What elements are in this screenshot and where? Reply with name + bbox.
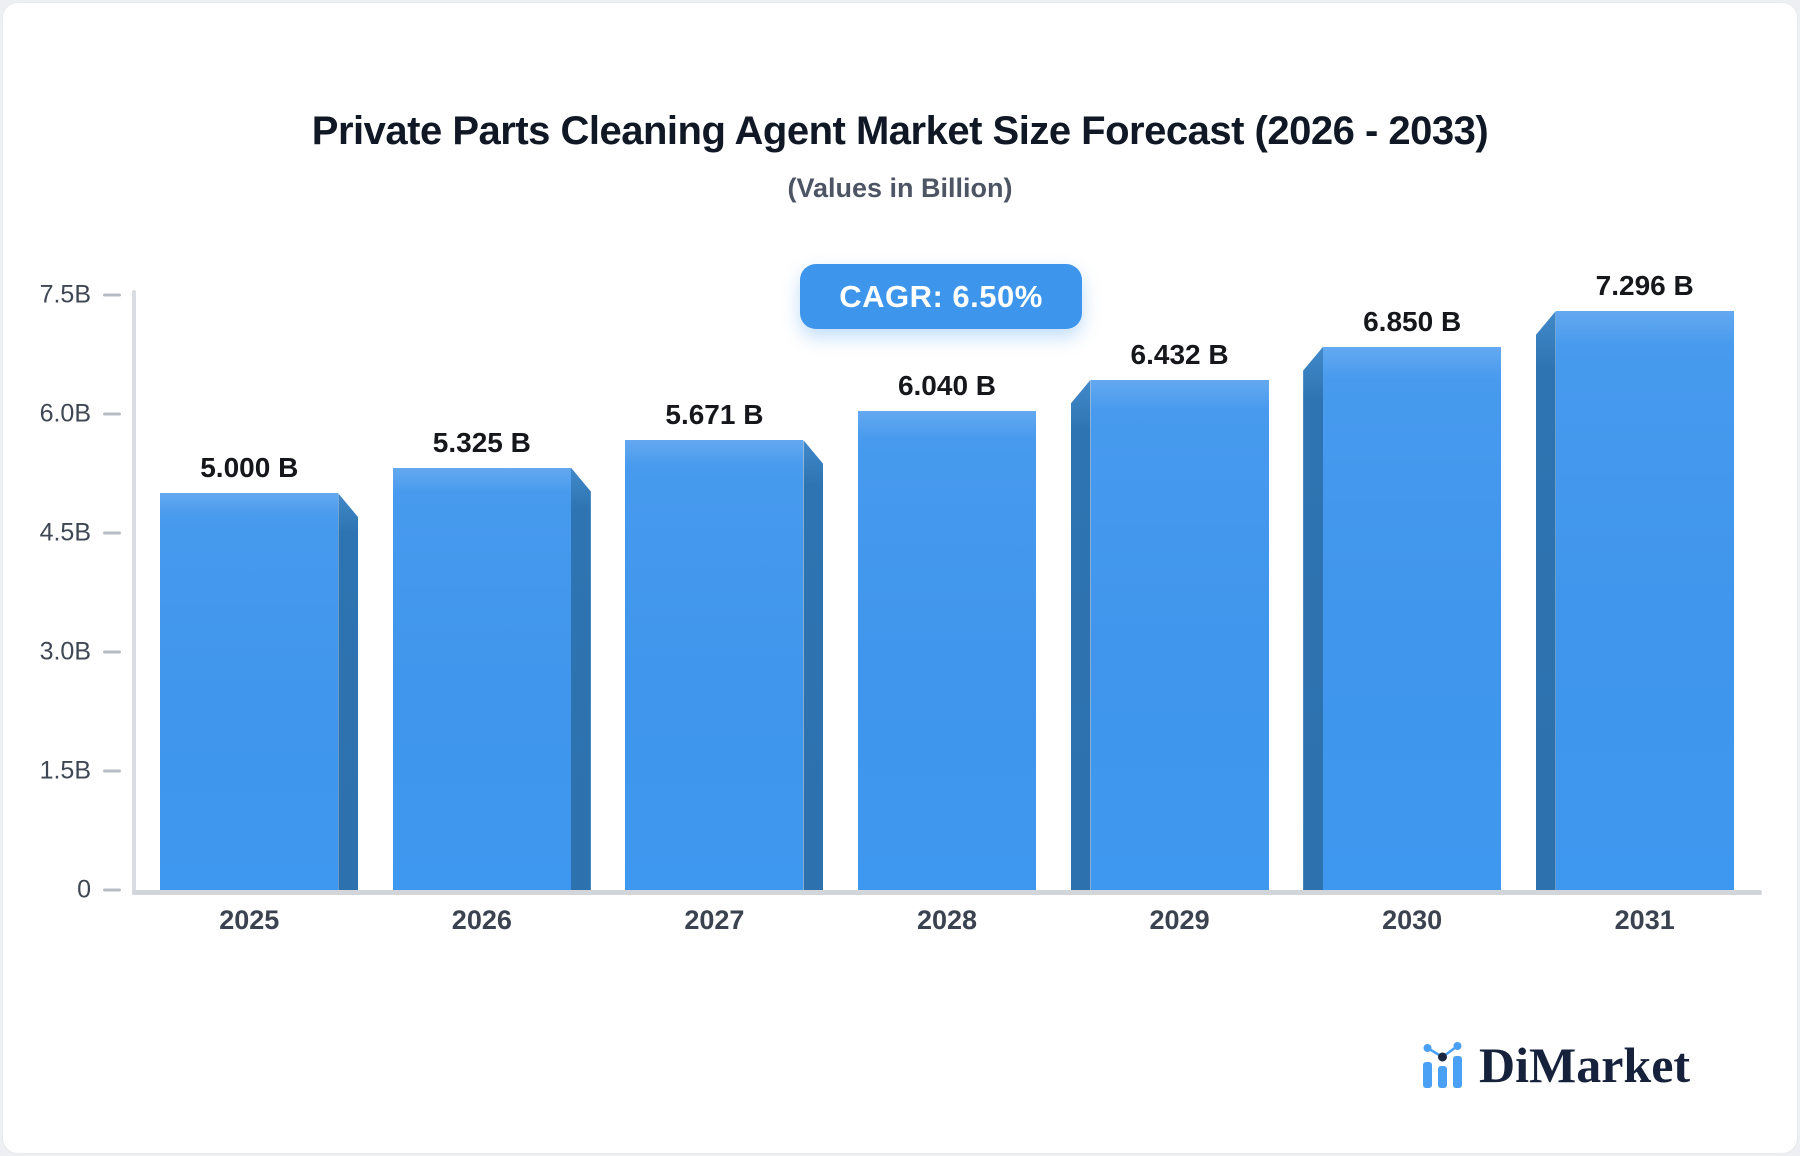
x-axis-label: 2027 bbox=[684, 905, 745, 935]
bar-value-label: 5.671 B bbox=[665, 399, 764, 431]
x-axis-label: 2026 bbox=[451, 905, 512, 935]
chart-subtitle: (Values in Billion) bbox=[787, 173, 1013, 203]
bar-value-label: 6.850 B bbox=[1363, 305, 1462, 337]
bar-face[interactable] bbox=[858, 410, 1036, 890]
bar-side-face bbox=[1303, 346, 1324, 890]
plot-area: 0 1.5B 3.0B 4.5B 6.0B 7.5B 5.000 B 2025 5.325 B 2… bbox=[3, 3, 1797, 1153]
x-axis-label: 2030 bbox=[1382, 905, 1443, 935]
bar-value-label: 5.325 B bbox=[432, 426, 531, 458]
ytick-label: 1.5B bbox=[39, 756, 91, 785]
bar-side-face bbox=[803, 440, 824, 890]
bar-face[interactable] bbox=[1323, 346, 1502, 890]
ytick-dash bbox=[103, 412, 121, 416]
ytick-dash bbox=[103, 769, 121, 773]
ytick-dash bbox=[103, 650, 121, 654]
x-axis-label: 2025 bbox=[219, 905, 280, 935]
chart-title: Private Parts Cleaning Agent Market Size… bbox=[311, 109, 1489, 153]
bar-value-label: 7.296 B bbox=[1595, 270, 1694, 302]
bar-side-face bbox=[1535, 311, 1556, 890]
x-axis-label: 2029 bbox=[1149, 905, 1210, 935]
brand-logo-text: DiMarket bbox=[1479, 1037, 1691, 1093]
bar-value-label: 6.040 B bbox=[897, 369, 997, 401]
ytick-dash bbox=[103, 888, 121, 892]
ytick-label: 0 bbox=[77, 875, 91, 904]
x-axis-label: 2031 bbox=[1614, 905, 1675, 935]
ytick-label: 6.0B bbox=[39, 399, 91, 428]
bar-side-face bbox=[338, 493, 359, 890]
bar-face[interactable] bbox=[392, 467, 571, 890]
bar-face[interactable] bbox=[1555, 311, 1734, 890]
cagr-badge: CAGR: 6.50% bbox=[800, 264, 1082, 329]
bar-value-label: 5.000 B bbox=[200, 452, 299, 484]
x-axis-line bbox=[132, 890, 1762, 895]
bar-chart-logo-icon bbox=[1423, 1042, 1462, 1088]
ytick-label: 4.5B bbox=[39, 518, 91, 547]
ytick-dash bbox=[103, 293, 121, 297]
ytick-label: 3.0B bbox=[39, 637, 91, 666]
ytick-label: 7.5B bbox=[39, 280, 91, 309]
x-axis-label: 2028 bbox=[916, 905, 978, 935]
cagr-badge-label: CAGR: 6.50% bbox=[839, 278, 1043, 314]
bar-side-face bbox=[1070, 379, 1091, 890]
ytick-dash bbox=[103, 531, 121, 535]
bar-side-face bbox=[570, 467, 591, 890]
bar-face[interactable] bbox=[160, 493, 339, 890]
y-axis-line bbox=[132, 290, 136, 894]
bar-face[interactable] bbox=[625, 440, 804, 890]
brand-logo[interactable]: DiMarket bbox=[1421, 1039, 1690, 1091]
bar-face[interactable] bbox=[1090, 379, 1269, 890]
bar-value-label: 6.432 B bbox=[1130, 338, 1229, 370]
